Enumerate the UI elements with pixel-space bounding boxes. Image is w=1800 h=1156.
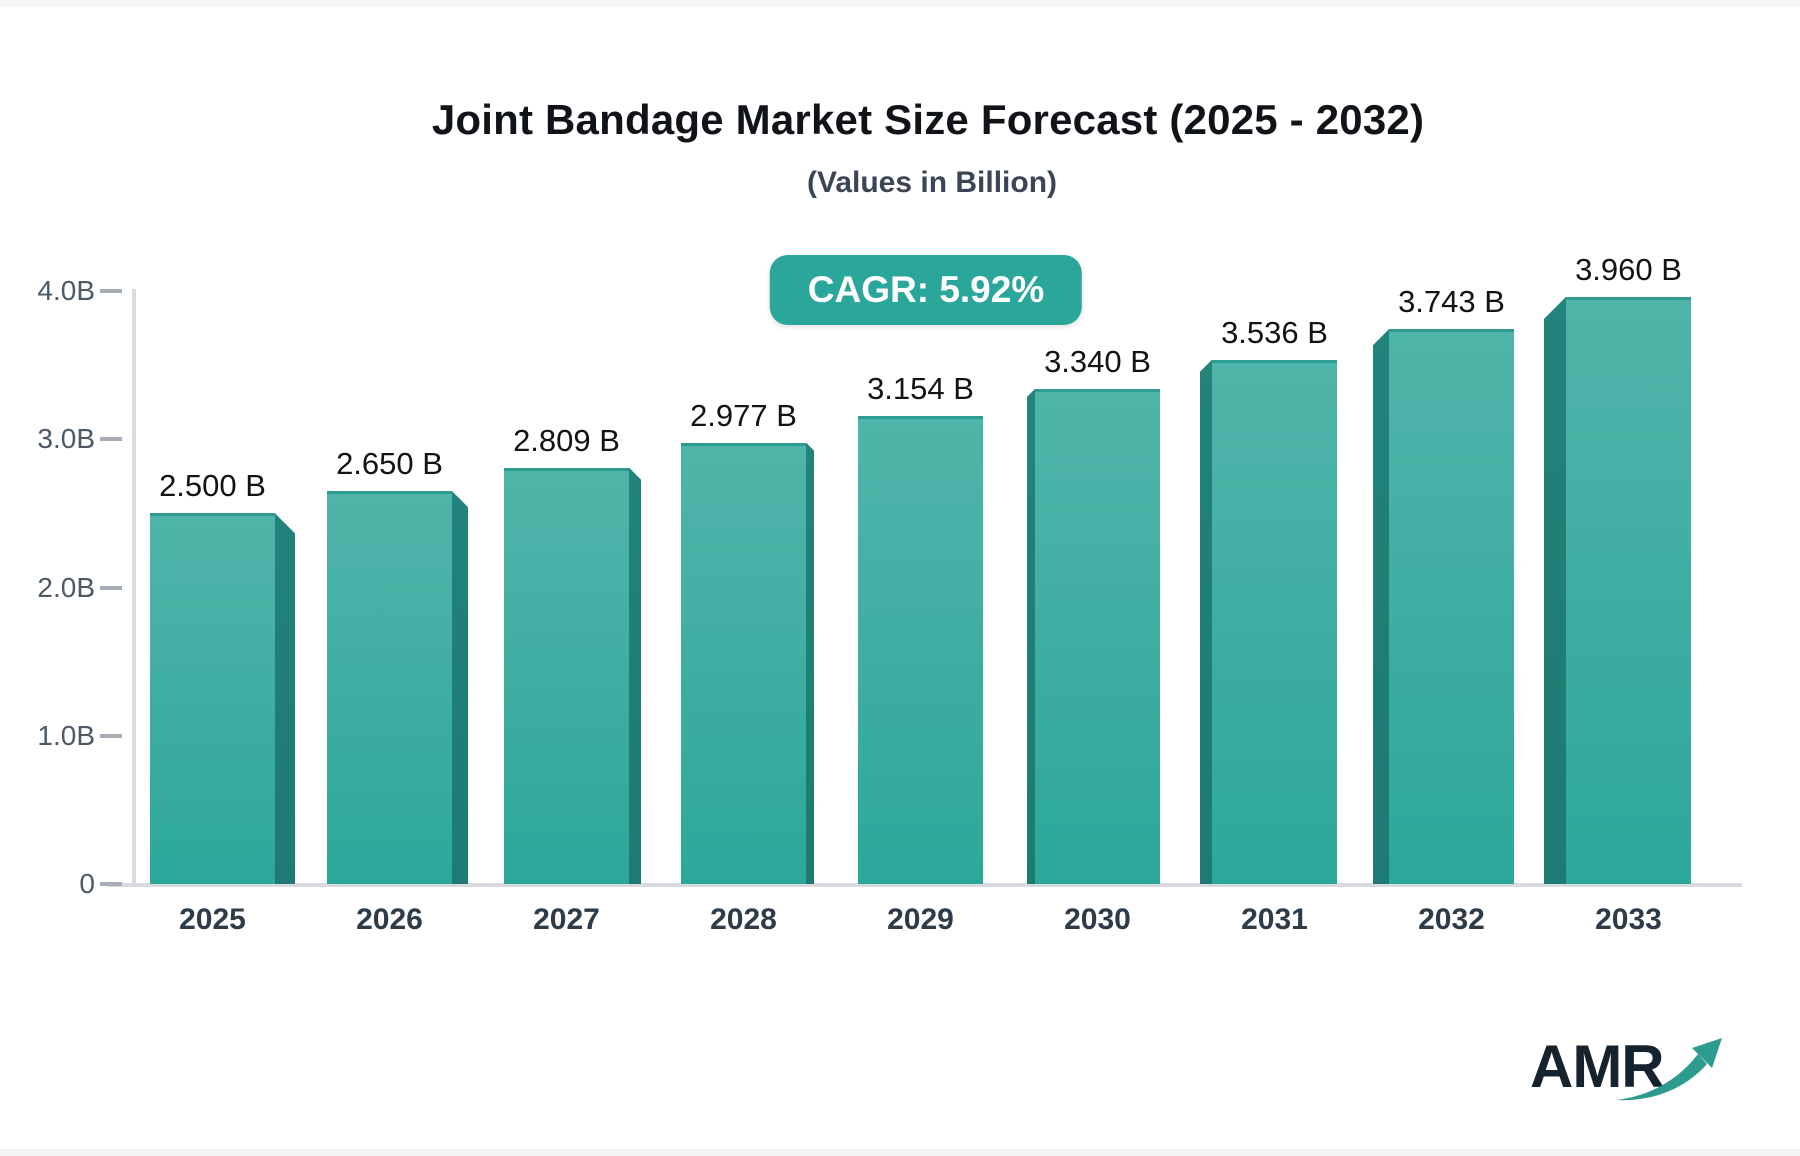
y-tick: [100, 733, 122, 738]
bar-face: [504, 467, 629, 884]
bar-face: [150, 513, 275, 884]
bar-2033: [1544, 296, 1691, 884]
bar-3d-side: [806, 442, 814, 884]
bar-face: [1566, 296, 1691, 884]
y-tick: [100, 882, 122, 886]
bar-value-label: 3.960 B: [1575, 251, 1682, 287]
amr-logo: AMR: [1530, 1032, 1722, 1112]
x-tick-label: 2032: [1418, 903, 1485, 936]
bar-3d-side: [1027, 388, 1035, 884]
x-tick-label: 2026: [356, 903, 423, 936]
bar-value-label: 2.809 B: [513, 422, 620, 458]
bar-3d-side: [452, 491, 468, 884]
y-tick: [100, 437, 122, 442]
page-subtitle: (Values in Billion): [806, 166, 1058, 199]
y-tick-label: 1.0B: [37, 719, 95, 751]
y-tick-label: 4.0B: [37, 275, 95, 306]
bar-value-label: 3.536 B: [1221, 314, 1328, 350]
x-tick-label: 2031: [1241, 903, 1308, 936]
bar-3d-side: [629, 467, 641, 884]
bar-2031: [1200, 359, 1337, 884]
bar-face: [858, 416, 983, 884]
bar-2025: [150, 513, 295, 884]
bar-2029: [858, 416, 983, 884]
bar-face: [1389, 329, 1514, 884]
bar-face: [1212, 359, 1337, 884]
x-tick-label: 2033: [1595, 903, 1662, 936]
growth-arrow-icon: [1616, 1038, 1722, 1101]
page-bottom-edge: [0, 1149, 1800, 1156]
y-tick-label: 3.0B: [37, 423, 95, 455]
y-tick-label: 2.0B: [37, 571, 95, 603]
bar-value-label: 3.743 B: [1398, 284, 1505, 320]
bar-3d-side: [1373, 329, 1389, 884]
bar-value-label: 3.340 B: [1044, 343, 1151, 379]
x-tick-label: 2027: [533, 903, 600, 936]
x-tick-label: 2029: [887, 903, 954, 936]
x-tick-label: 2030: [1064, 903, 1131, 936]
y-axis-line: [132, 289, 136, 886]
amr-logo-text: AMR: [1530, 1033, 1665, 1100]
bar-2032: [1373, 329, 1514, 884]
x-tick-label: 2028: [710, 903, 777, 936]
bar-2030: [1027, 388, 1160, 884]
x-tick-label: 2025: [179, 903, 246, 936]
y-tick: [100, 585, 122, 590]
y-tick-label: 0: [79, 868, 95, 899]
bar-3d-side: [1544, 296, 1566, 884]
y-tick: [100, 289, 122, 293]
bar-2028: [681, 442, 814, 884]
bar-2027: [504, 467, 641, 884]
page-top-edge: [0, 0, 1800, 6]
bar-value-label: 2.977 B: [690, 397, 797, 433]
bar-face: [327, 491, 452, 884]
bar-value-label: 3.154 B: [867, 371, 974, 407]
bar-face: [1035, 388, 1160, 884]
page-title: Joint Bandage Market Size Forecast (2025…: [431, 96, 1425, 143]
bar-3d-side: [1200, 359, 1212, 884]
bar-value-label: 2.650 B: [336, 446, 443, 482]
bar-face: [681, 442, 806, 884]
x-axis-line: [108, 883, 1742, 887]
cagr-badge: CAGR: 5.92%: [769, 255, 1083, 325]
bar-3d-side: [275, 513, 295, 884]
bar-value-label: 2.500 B: [159, 468, 266, 504]
bar-2026: [327, 491, 468, 884]
